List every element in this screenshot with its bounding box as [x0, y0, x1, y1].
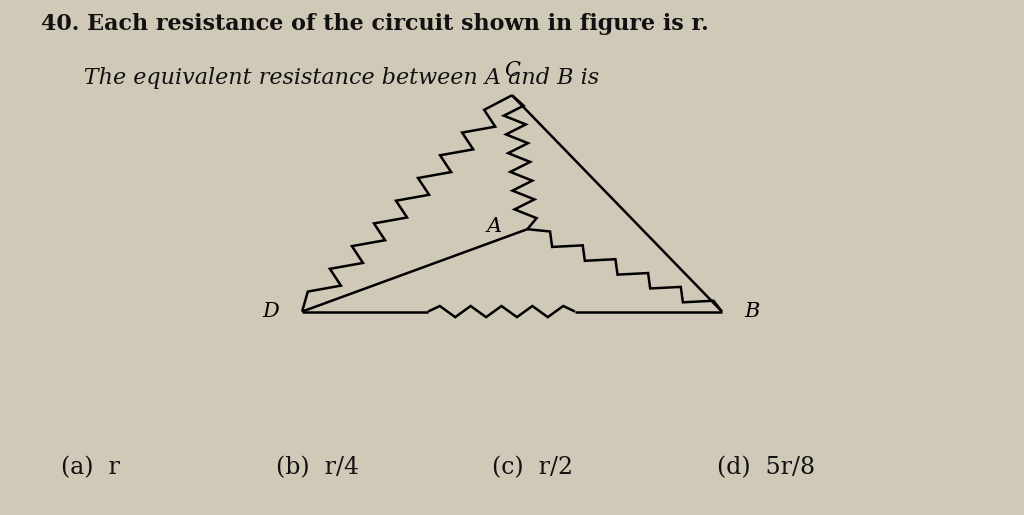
Text: 40. Each resistance of the circuit shown in figure is r.: 40. Each resistance of the circuit shown…: [41, 13, 709, 35]
Text: (b)  r/4: (b) r/4: [276, 456, 359, 479]
Text: A: A: [486, 217, 502, 236]
Text: C: C: [504, 61, 520, 80]
Text: (d)  5r/8: (d) 5r/8: [717, 456, 815, 479]
Text: D: D: [263, 302, 280, 321]
Text: (a)  r: (a) r: [61, 456, 120, 479]
Text: The equivalent resistance between A and B is: The equivalent resistance between A and …: [41, 67, 599, 89]
Text: (c)  r/2: (c) r/2: [492, 456, 572, 479]
Text: B: B: [744, 302, 760, 321]
